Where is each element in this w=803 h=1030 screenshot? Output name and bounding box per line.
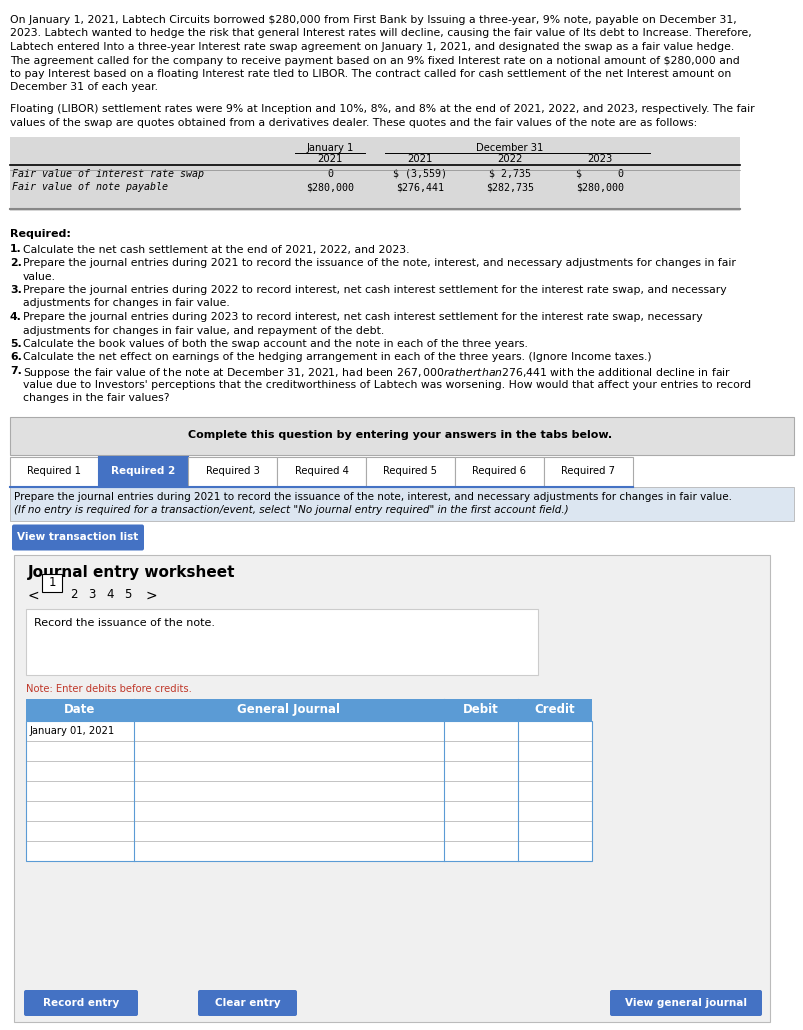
Bar: [99, 456, 188, 486]
Text: <: <: [28, 588, 39, 603]
Bar: [26, 800, 591, 821]
Text: General Journal: General Journal: [237, 703, 340, 716]
Bar: [188, 456, 277, 486]
Bar: [26, 741, 591, 760]
Text: $276,441: $276,441: [396, 182, 443, 193]
Bar: [26, 609, 537, 675]
Text: value.: value.: [23, 272, 56, 281]
Text: 1.: 1.: [10, 244, 22, 254]
Bar: [26, 721, 591, 860]
Text: >: >: [146, 588, 157, 603]
Text: Required 6: Required 6: [472, 467, 526, 477]
Bar: [10, 486, 793, 520]
Text: Complete this question by entering your answers in the tabs below.: Complete this question by entering your …: [188, 431, 611, 441]
Bar: [10, 137, 739, 211]
Text: 3.: 3.: [10, 285, 22, 295]
FancyBboxPatch shape: [198, 990, 296, 1016]
Text: December 31 of each year.: December 31 of each year.: [10, 82, 158, 93]
Text: 5.: 5.: [10, 339, 22, 349]
Text: 2.: 2.: [10, 258, 22, 268]
Text: Calculate the net cash settlement at the end of 2021, 2022, and 2023.: Calculate the net cash settlement at the…: [23, 244, 409, 254]
Text: The agreement called for the company to receive payment based on an 9% fixed Int: The agreement called for the company to …: [10, 56, 739, 66]
Text: 4.: 4.: [10, 312, 22, 322]
Text: January 01, 2021: January 01, 2021: [30, 725, 115, 735]
Text: 4: 4: [106, 588, 113, 602]
Bar: [26, 781, 591, 800]
Bar: [26, 721, 591, 741]
Text: Prepare the journal entries during 2022 to record interest, net cash interest se: Prepare the journal entries during 2022 …: [23, 285, 726, 295]
Text: Required 3: Required 3: [206, 467, 259, 477]
Text: 3: 3: [88, 588, 96, 602]
Text: December 31: December 31: [475, 143, 543, 153]
Text: $280,000: $280,000: [306, 182, 353, 193]
Text: Required 4: Required 4: [294, 467, 348, 477]
Text: $ (3,559): $ (3,559): [393, 169, 446, 179]
Text: 2021: 2021: [317, 154, 342, 164]
Text: Fair value of interest rate swap: Fair value of interest rate swap: [12, 169, 204, 179]
Text: Fair value of note payable: Fair value of note payable: [12, 182, 168, 193]
Text: Prepare the journal entries during 2023 to record interest, net cash interest se: Prepare the journal entries during 2023 …: [23, 312, 702, 322]
Bar: [14, 554, 769, 1022]
Text: Date: Date: [64, 703, 96, 716]
Bar: [42, 574, 62, 591]
Text: Clear entry: Clear entry: [214, 998, 280, 1008]
Text: Credit: Credit: [534, 703, 575, 716]
Text: $      0: $ 0: [575, 169, 623, 179]
Text: 2: 2: [70, 588, 77, 602]
Text: View general journal: View general journal: [624, 998, 746, 1008]
Text: 2022: 2022: [497, 154, 522, 164]
FancyBboxPatch shape: [12, 524, 144, 550]
Text: Suppose the fair value of the note at December 31, 2021, had been $267,000 rathe: Suppose the fair value of the note at De…: [23, 366, 731, 380]
Text: Calculate the net effect on earnings of the hedging arrangement in each of the t: Calculate the net effect on earnings of …: [23, 352, 650, 363]
Text: Record entry: Record entry: [43, 998, 119, 1008]
Text: $280,000: $280,000: [575, 182, 623, 193]
Bar: [26, 821, 591, 840]
Text: On January 1, 2021, Labtech Circuits borrowed $280,000 from First Bank by Issuin: On January 1, 2021, Labtech Circuits bor…: [10, 15, 736, 25]
Text: changes in the fair values?: changes in the fair values?: [23, 393, 169, 403]
Text: Required 7: Required 7: [560, 467, 615, 477]
Text: Floating (LIBOR) settlement rates were 9% at Inception and 10%, 8%, and 8% at th: Floating (LIBOR) settlement rates were 9…: [10, 104, 754, 114]
Text: Note: Enter debits before credits.: Note: Enter debits before credits.: [26, 685, 192, 694]
Bar: [26, 840, 591, 860]
Text: adjustments for changes in fair value.: adjustments for changes in fair value.: [23, 299, 230, 309]
Text: 2021: 2021: [407, 154, 432, 164]
Text: value due to Investors' perceptions that the creditworthiness of Labtech was wor: value due to Investors' perceptions that…: [23, 379, 750, 389]
Text: adjustments for changes in fair value, and repayment of the debt.: adjustments for changes in fair value, a…: [23, 325, 384, 336]
Text: Required:: Required:: [10, 229, 71, 239]
Text: Record the issuance of the note.: Record the issuance of the note.: [34, 618, 214, 628]
Text: 0: 0: [327, 169, 332, 179]
Text: Prepare the journal entries during 2021 to record the issuance of the note, inte: Prepare the journal entries during 2021 …: [23, 258, 735, 268]
Text: values of the swap are quotes obtained from a derivatives dealer. These quotes a: values of the swap are quotes obtained f…: [10, 117, 696, 128]
Bar: [544, 456, 632, 486]
Text: 1: 1: [48, 576, 55, 589]
Text: 5: 5: [124, 588, 131, 602]
Text: Required 1: Required 1: [27, 467, 81, 477]
Text: Prepare the journal entries during 2021 to record the issuance of the note, inte: Prepare the journal entries during 2021 …: [14, 491, 731, 502]
Bar: [26, 698, 591, 721]
Text: Debit: Debit: [463, 703, 498, 716]
Text: Journal entry worksheet: Journal entry worksheet: [28, 564, 235, 580]
FancyBboxPatch shape: [609, 990, 761, 1016]
Text: 7.: 7.: [10, 366, 22, 376]
Text: $282,735: $282,735: [485, 182, 533, 193]
Bar: [365, 456, 454, 486]
Text: Labtech entered Into a three-year Interest rate swap agreement on January 1, 202: Labtech entered Into a three-year Intere…: [10, 42, 733, 52]
FancyBboxPatch shape: [24, 990, 138, 1016]
Bar: [10, 456, 99, 486]
Text: 2023: 2023: [587, 154, 612, 164]
Bar: [277, 456, 365, 486]
Text: 2023. Labtech wanted to hedge the risk that general Interest rates will decline,: 2023. Labtech wanted to hedge the risk t…: [10, 29, 751, 38]
Bar: [26, 760, 591, 781]
Text: $ 2,735: $ 2,735: [488, 169, 530, 179]
Bar: [10, 416, 793, 454]
Text: 6.: 6.: [10, 352, 22, 363]
Bar: [454, 456, 544, 486]
Text: (If no entry is required for a transaction/event, select "No journal entry requi: (If no entry is required for a transacti…: [14, 505, 568, 515]
Text: to pay Interest based on a floating Interest rate tled to LIBOR. The contract ca: to pay Interest based on a floating Inte…: [10, 69, 731, 79]
Text: Calculate the book values of both the swap account and the note in each of the t: Calculate the book values of both the sw…: [23, 339, 528, 349]
Text: View transaction list: View transaction list: [18, 533, 138, 543]
Text: January 1: January 1: [306, 143, 353, 153]
Text: Required 5: Required 5: [383, 467, 437, 477]
Text: Required 2: Required 2: [112, 467, 175, 477]
